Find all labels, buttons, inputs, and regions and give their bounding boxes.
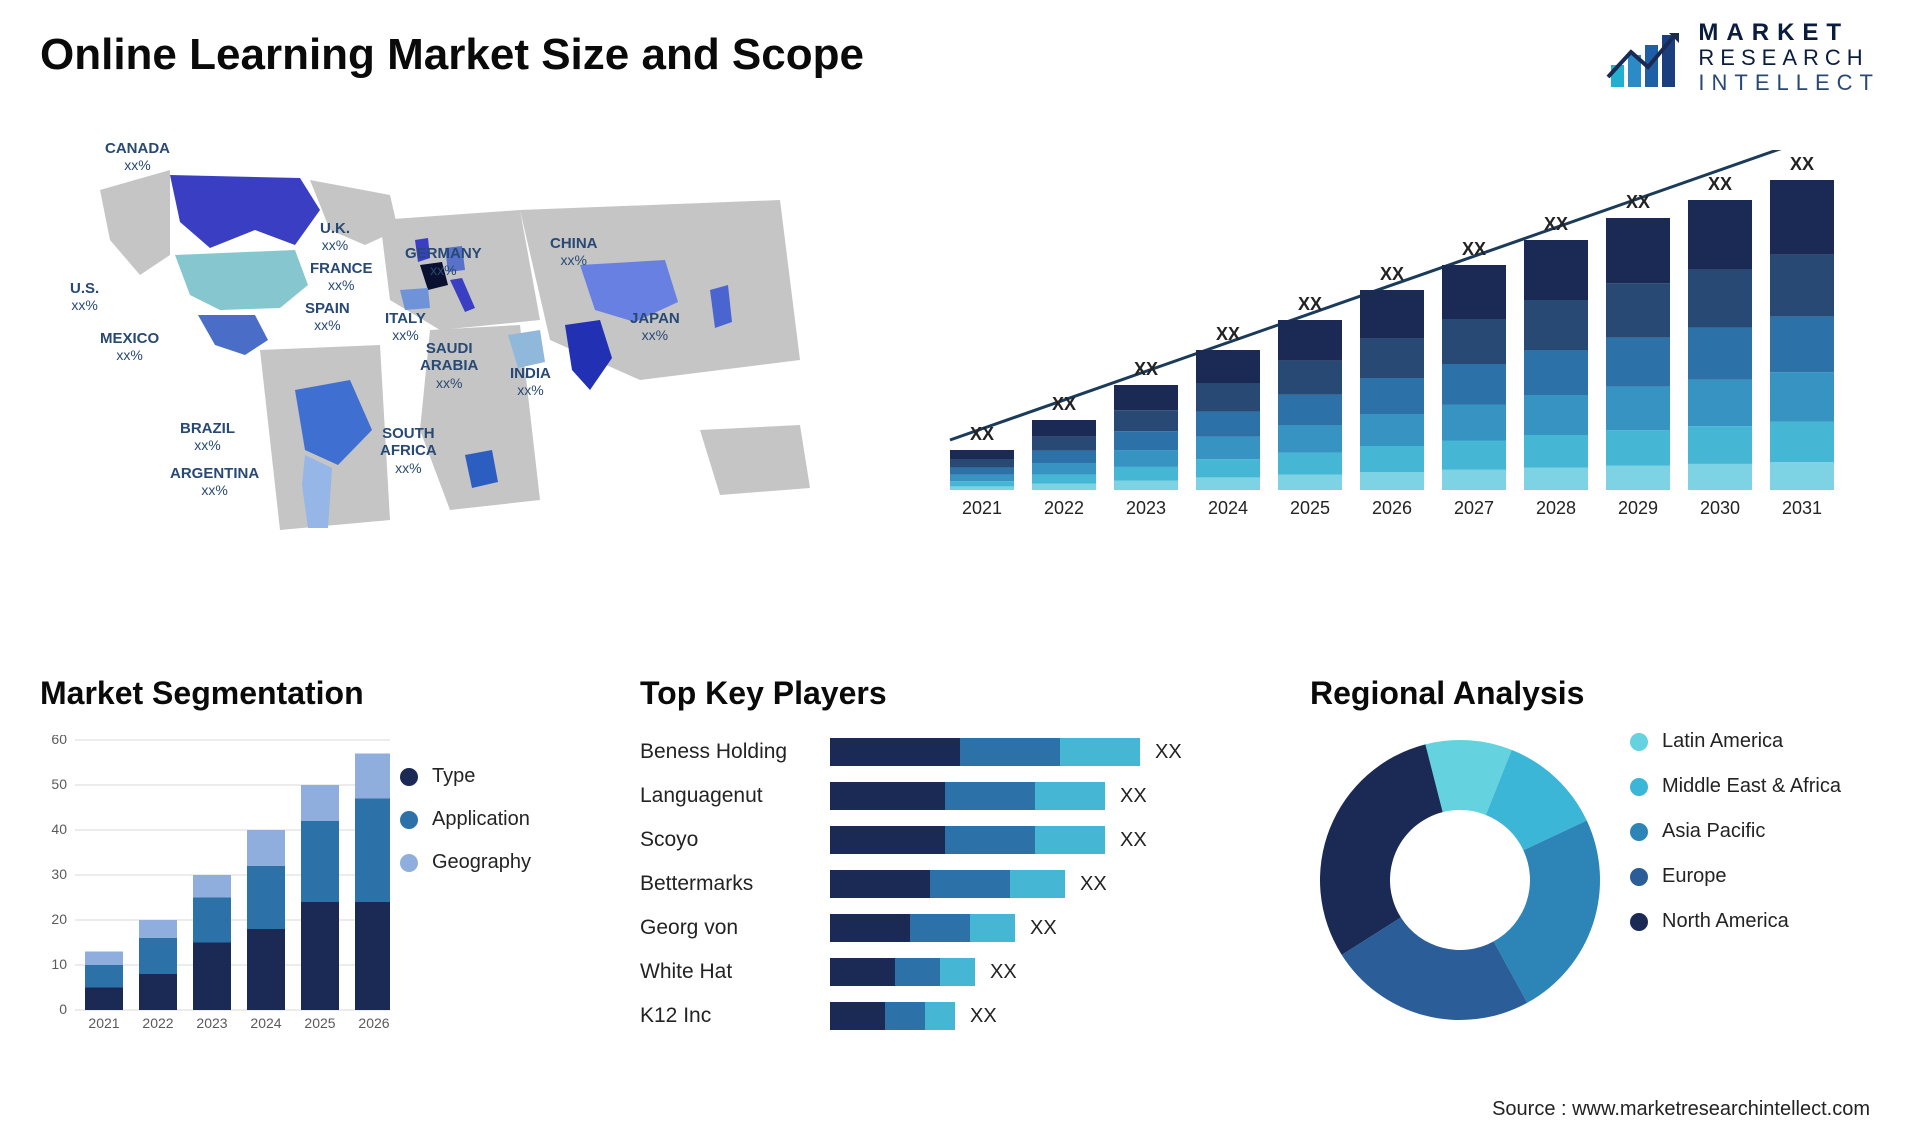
svg-text:XX: XX — [1052, 394, 1076, 414]
svg-text:2024: 2024 — [1208, 498, 1248, 518]
map-label-saudiarabia: SAUDIARABIAxx% — [420, 340, 478, 392]
svg-text:2026: 2026 — [358, 1015, 389, 1031]
svg-text:30: 30 — [51, 866, 67, 882]
map-label-brazil: BRAZILxx% — [180, 420, 235, 455]
svg-text:XX: XX — [1298, 294, 1322, 314]
svg-text:2021: 2021 — [962, 498, 1002, 518]
source-text: Source : www.marketresearchintellect.com — [1492, 1098, 1870, 1121]
map-label-mexico: MEXICOxx% — [100, 330, 159, 365]
map-label-argentina: ARGENTINAxx% — [170, 465, 259, 500]
map-label-us: U.S.xx% — [70, 280, 99, 315]
svg-text:XX: XX — [970, 424, 994, 444]
svg-text:2030: 2030 — [1700, 498, 1740, 518]
svg-text:2022: 2022 — [1044, 498, 1084, 518]
reg-legend-latinamerica: Latin America — [1630, 730, 1841, 753]
regional-section: Regional Analysis Latin America Middle Ea… — [1310, 675, 1880, 1055]
country-spain — [400, 288, 430, 310]
key-row-languagenut: LanguagenutXX — [640, 774, 1280, 818]
key-row-whitehat: White HatXX — [640, 950, 1280, 994]
donut-slice-northamerica — [1320, 744, 1443, 955]
map-label-france: FRANCExx% — [310, 260, 373, 295]
svg-text:2021: 2021 — [88, 1015, 119, 1031]
svg-text:2026: 2026 — [1372, 498, 1412, 518]
logo-chart-icon — [1603, 27, 1683, 87]
svg-text:2023: 2023 — [1126, 498, 1166, 518]
svg-text:40: 40 — [51, 821, 67, 837]
map-label-canada: CANADAxx% — [105, 140, 170, 175]
svg-text:XX: XX — [1626, 192, 1650, 212]
segmentation-section: Market Segmentation 0 10 20 30 40 50 60 2021 202… — [40, 675, 600, 1055]
map-label-uk: U.K.xx% — [320, 220, 350, 255]
segmentation-title: Market Segmentation — [40, 675, 600, 712]
seg-legend-geography: Geography — [400, 851, 531, 874]
svg-text:2027: 2027 — [1454, 498, 1494, 518]
reg-legend-europe: Europe — [1630, 865, 1841, 888]
reg-legend-middleeastafrica: Middle East & Africa — [1630, 775, 1841, 798]
growth-bar-chart: XX 2021 XX 2022 XX 2023 XX 2024 XX 2025 XX 2026 XX 20… — [940, 150, 1860, 550]
svg-text:XX: XX — [1380, 264, 1404, 284]
map-label-india: INDIAxx% — [510, 365, 551, 400]
svg-text:60: 60 — [51, 735, 67, 747]
svg-text:XX: XX — [1544, 214, 1568, 234]
map-label-southafrica: SOUTHAFRICAxx% — [380, 425, 437, 477]
key-row-kinc: K12 IncXX — [640, 994, 1280, 1038]
regional-legend: Latin America Middle East & Africa Asia Pa… — [1630, 730, 1841, 955]
page-title: Online Learning Market Size and Scope — [40, 30, 864, 80]
segmentation-legend: Type Application Geography — [400, 765, 531, 894]
svg-text:2029: 2029 — [1618, 498, 1658, 518]
regional-donut — [1310, 730, 1610, 1030]
map-label-china: CHINAxx% — [550, 235, 598, 270]
svg-text:2028: 2028 — [1536, 498, 1576, 518]
svg-text:XX: XX — [1134, 359, 1158, 379]
map-label-japan: JAPANxx% — [630, 310, 680, 345]
logo-line1: MARKET — [1698, 20, 1880, 46]
key-row-bettermarks: BettermarksXX — [640, 862, 1280, 906]
svg-text:2025: 2025 — [304, 1015, 335, 1031]
svg-text:2031: 2031 — [1782, 498, 1822, 518]
svg-text:20: 20 — [51, 911, 67, 927]
country-usa — [175, 250, 308, 310]
logo: MARKET RESEARCH INTELLECT — [1603, 20, 1880, 95]
svg-text:0: 0 — [59, 1001, 67, 1017]
logo-line2: RESEARCH — [1698, 46, 1880, 70]
key-row-benessholding: Beness HoldingXX — [640, 730, 1280, 774]
logo-line3: INTELLECT — [1698, 71, 1880, 95]
svg-text:XX: XX — [1216, 324, 1240, 344]
seg-legend-application: Application — [400, 808, 531, 831]
reg-legend-asiapacific: Asia Pacific — [1630, 820, 1841, 843]
map-label-germany: GERMANYxx% — [405, 245, 482, 280]
svg-text:2025: 2025 — [1290, 498, 1330, 518]
svg-text:2024: 2024 — [250, 1015, 281, 1031]
map-label-spain: SPAINxx% — [305, 300, 350, 335]
svg-text:XX: XX — [1790, 154, 1814, 174]
regional-title: Regional Analysis — [1310, 675, 1880, 712]
seg-legend-type: Type — [400, 765, 531, 788]
key-row-scoyo: ScoyoXX — [640, 818, 1280, 862]
country-mexico — [198, 315, 268, 355]
svg-text:50: 50 — [51, 776, 67, 792]
svg-text:2023: 2023 — [196, 1015, 227, 1031]
svg-text:XX: XX — [1708, 174, 1732, 194]
svg-text:2022: 2022 — [142, 1015, 173, 1031]
reg-legend-northamerica: North America — [1630, 910, 1841, 933]
segmentation-chart: 0 10 20 30 40 50 60 2021 2022 2023 2024 2025 2026 — [40, 735, 390, 1035]
key-players-list: Beness HoldingXXLanguagenutXXScoyoXXBett… — [640, 730, 1280, 1038]
country-canada — [170, 175, 320, 248]
key-row-georgvon: Georg vonXX — [640, 906, 1280, 950]
world-map: CANADAxx% U.S.xx%MEXICOxx% BRAZILxx% ARGENT… — [20, 130, 900, 550]
key-players-title: Top Key Players — [640, 675, 1280, 712]
key-players-section: Top Key Players Beness HoldingXXLanguage… — [640, 675, 1280, 1055]
country-argentina — [302, 455, 332, 528]
svg-text:10: 10 — [51, 956, 67, 972]
svg-text:XX: XX — [1462, 239, 1486, 259]
